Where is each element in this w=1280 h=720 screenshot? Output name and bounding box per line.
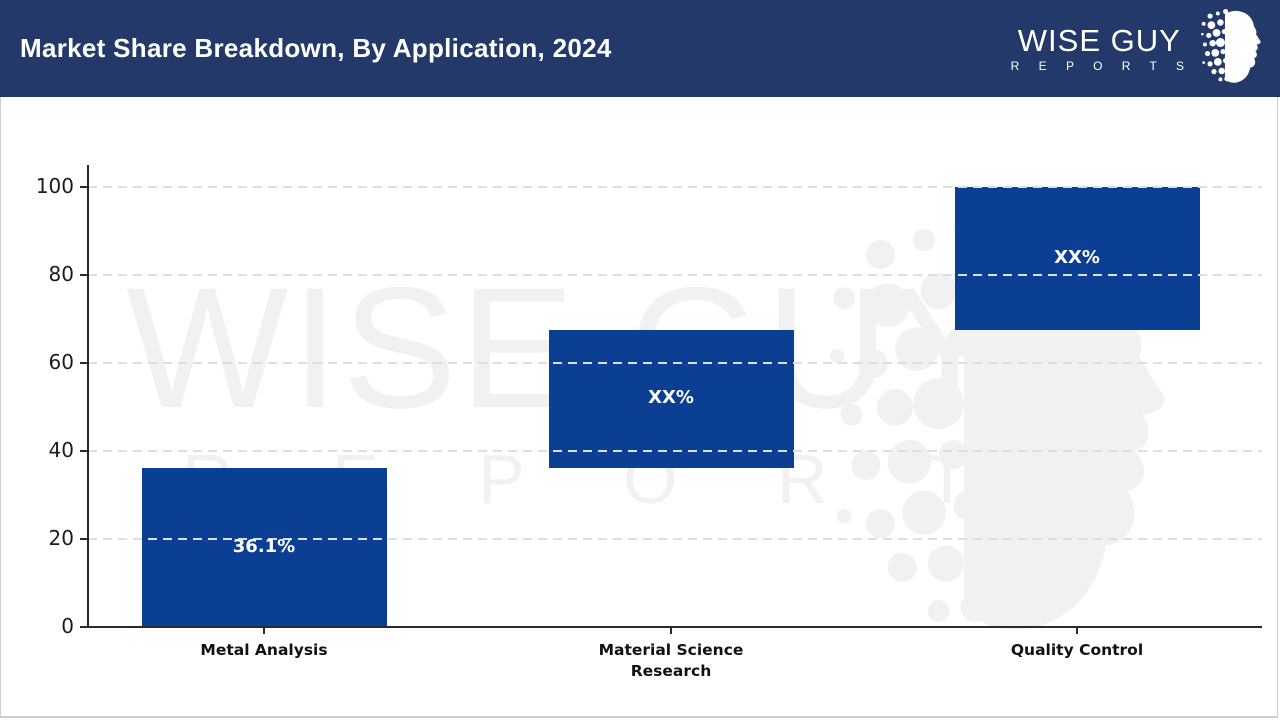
- x-tick-mark: [263, 627, 265, 634]
- y-tick-label: 80: [48, 262, 74, 286]
- x-tick-mark: [670, 627, 672, 634]
- x-category-label-quality-control: Quality Control: [1010, 641, 1144, 659]
- bar-segment-material-science-research: [548, 330, 794, 469]
- y-tick-mark: [80, 450, 88, 452]
- y-tick-label: 0: [61, 614, 74, 638]
- x-axis-spine: [87, 626, 1262, 628]
- y-tick-mark: [80, 186, 88, 188]
- bar-value-label-material-science-research: XX%: [648, 387, 694, 409]
- gridline: [88, 362, 1262, 364]
- gridline: [88, 186, 1262, 188]
- bar-value-label-metal-analysis: 36.1%: [232, 535, 296, 557]
- gridline: [88, 450, 1262, 452]
- x-tick-mark: [1076, 627, 1078, 634]
- wiseguy-head-icon: [1201, 8, 1261, 83]
- brand-tagline: R E P O R T S: [1010, 59, 1192, 73]
- chart-title: Market Share Breakdown, By Application, …: [20, 33, 612, 63]
- bar-segment-metal-analysis: [141, 468, 387, 627]
- header-bar: Market Share Breakdown, By Application, …: [0, 0, 1280, 97]
- y-axis-spine: [87, 165, 89, 628]
- y-tick-mark: [80, 538, 88, 540]
- y-tick-mark: [80, 362, 88, 364]
- y-tick-mark: [80, 626, 88, 628]
- brand-logo-text: WISE GUY R E P O R T S: [1007, 25, 1192, 72]
- y-tick-label: 20: [48, 526, 74, 550]
- y-tick-label: 60: [48, 350, 74, 374]
- bar-segment-quality-control: [954, 187, 1200, 330]
- y-tick-mark: [80, 274, 88, 276]
- brand-name: WISE GUY: [1017, 23, 1181, 58]
- y-tick-label: 40: [48, 438, 74, 462]
- gridline: [88, 538, 1262, 540]
- x-category-label-metal-analysis: Metal Analysis: [200, 641, 328, 659]
- brand-logo: WISE GUY R E P O R T S: [1007, 0, 1270, 97]
- x-category-label-material-science-research: Material Science Research: [598, 641, 744, 680]
- bar-value-label-quality-control: XX%: [1054, 246, 1100, 268]
- y-tick-label: 100: [35, 174, 74, 198]
- gridline: [88, 274, 1262, 276]
